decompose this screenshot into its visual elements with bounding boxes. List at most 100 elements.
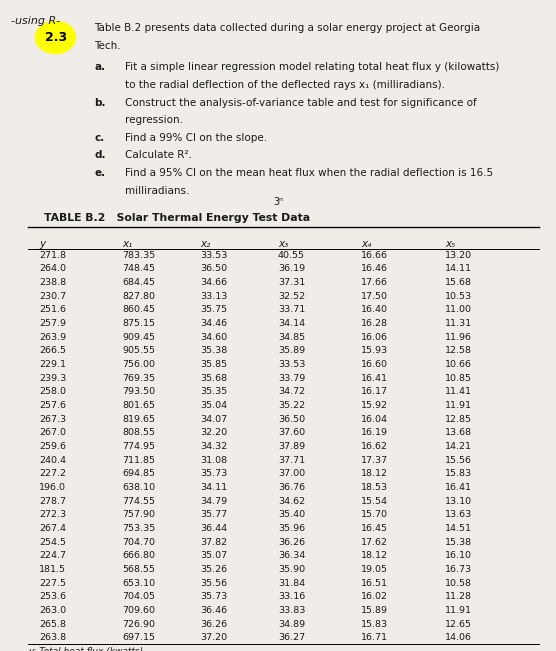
Text: 16.41: 16.41 [445, 483, 472, 492]
Text: 16.45: 16.45 [361, 524, 389, 533]
Text: 568.55: 568.55 [122, 565, 155, 574]
Text: 16.06: 16.06 [361, 333, 389, 342]
Text: 35.22: 35.22 [278, 401, 305, 410]
Text: 684.45: 684.45 [122, 278, 155, 287]
Text: 17.50: 17.50 [361, 292, 389, 301]
Text: 258.0: 258.0 [39, 387, 66, 396]
Text: 36.50: 36.50 [278, 415, 305, 424]
Text: 34.72: 34.72 [278, 387, 305, 396]
Text: 14.51: 14.51 [445, 524, 472, 533]
Text: Find a 95% CI on the mean heat flux when the radial deflection is 16.5: Find a 95% CI on the mean heat flux when… [125, 168, 493, 178]
Text: 15.54: 15.54 [361, 497, 389, 506]
Text: 10.66: 10.66 [445, 360, 472, 369]
Text: 227.2: 227.2 [39, 469, 66, 478]
Text: Find a 99% CI on the slope.: Find a 99% CI on the slope. [125, 133, 267, 143]
Text: 33.53: 33.53 [200, 251, 227, 260]
Text: 11.91: 11.91 [445, 401, 472, 410]
Text: 34.14: 34.14 [278, 319, 305, 328]
Text: 34.62: 34.62 [278, 497, 305, 506]
Text: 756.00: 756.00 [122, 360, 155, 369]
Text: 15.89: 15.89 [361, 606, 389, 615]
Text: 11.96: 11.96 [445, 333, 472, 342]
Text: 196.0: 196.0 [39, 483, 66, 492]
Text: 37.82: 37.82 [200, 538, 227, 547]
Text: d.: d. [95, 150, 106, 160]
Text: 32.20: 32.20 [200, 428, 227, 437]
Text: 10.53: 10.53 [445, 292, 472, 301]
Text: 726.90: 726.90 [122, 620, 155, 629]
Text: 36.34: 36.34 [278, 551, 305, 561]
Text: 36.19: 36.19 [278, 264, 305, 273]
Text: 33.13: 33.13 [200, 292, 227, 301]
Text: 33.53: 33.53 [278, 360, 305, 369]
Text: 13.68: 13.68 [445, 428, 472, 437]
Text: 35.96: 35.96 [278, 524, 305, 533]
Text: 827.80: 827.80 [122, 292, 155, 301]
Text: 666.80: 666.80 [122, 551, 155, 561]
Text: 34.32: 34.32 [200, 442, 227, 451]
Text: 36.26: 36.26 [278, 538, 305, 547]
Text: 35.73: 35.73 [200, 469, 227, 478]
Text: 14.21: 14.21 [445, 442, 472, 451]
Text: 12.85: 12.85 [445, 415, 472, 424]
Text: 14.06: 14.06 [445, 633, 472, 643]
Text: 181.5: 181.5 [39, 565, 66, 574]
Text: 35.04: 35.04 [200, 401, 227, 410]
Text: Tech.: Tech. [95, 41, 121, 51]
Text: 11.00: 11.00 [445, 305, 472, 314]
Text: y: y [39, 239, 45, 249]
Text: 909.45: 909.45 [122, 333, 155, 342]
Text: 37.71: 37.71 [278, 456, 305, 465]
Text: 774.55: 774.55 [122, 497, 155, 506]
Text: TABLE B.2   Solar Thermal Energy Test Data: TABLE B.2 Solar Thermal Energy Test Data [44, 213, 311, 223]
Text: Construct the analysis-of-variance table and test for significance of: Construct the analysis-of-variance table… [125, 98, 477, 107]
Text: 257.9: 257.9 [39, 319, 66, 328]
Text: x₄: x₄ [361, 239, 371, 249]
Text: 238.8: 238.8 [39, 278, 66, 287]
Text: 35.85: 35.85 [200, 360, 227, 369]
Text: 18.12: 18.12 [361, 469, 389, 478]
Text: 254.5: 254.5 [39, 538, 66, 547]
Text: to the radial deflection of the deflected rays x₁ (milliradians).: to the radial deflection of the deflecte… [125, 80, 445, 90]
Text: milliradians.: milliradians. [125, 186, 190, 195]
Text: 793.50: 793.50 [122, 387, 156, 396]
Text: 15.56: 15.56 [445, 456, 472, 465]
Text: 267.0: 267.0 [39, 428, 66, 437]
Text: 19.05: 19.05 [361, 565, 389, 574]
Text: a.: a. [95, 62, 106, 72]
Text: 13.20: 13.20 [445, 251, 472, 260]
Text: 17.37: 17.37 [361, 456, 389, 465]
Text: 239.3: 239.3 [39, 374, 66, 383]
Text: -using R-: -using R- [11, 16, 61, 26]
Text: 263.8: 263.8 [39, 633, 66, 643]
Text: 10.85: 10.85 [445, 374, 472, 383]
Text: 15.68: 15.68 [445, 278, 472, 287]
Text: 35.07: 35.07 [200, 551, 227, 561]
Text: x₃: x₃ [278, 239, 288, 249]
Text: 11.28: 11.28 [445, 592, 472, 602]
Text: 16.17: 16.17 [361, 387, 389, 396]
Text: 16.62: 16.62 [361, 442, 389, 451]
Text: 259.6: 259.6 [39, 442, 66, 451]
Text: 224.7: 224.7 [39, 551, 66, 561]
Text: 15.83: 15.83 [445, 469, 472, 478]
Text: 17.66: 17.66 [361, 278, 389, 287]
Text: 711.85: 711.85 [122, 456, 155, 465]
Text: 35.38: 35.38 [200, 346, 227, 355]
Text: 18.53: 18.53 [361, 483, 389, 492]
Text: 12.58: 12.58 [445, 346, 472, 355]
Text: 774.95: 774.95 [122, 442, 155, 451]
Text: 16.41: 16.41 [361, 374, 389, 383]
Text: 16.66: 16.66 [361, 251, 389, 260]
Text: 10.58: 10.58 [445, 579, 472, 588]
Text: 37.20: 37.20 [200, 633, 227, 643]
Text: 251.6: 251.6 [39, 305, 66, 314]
Text: 16.40: 16.40 [361, 305, 389, 314]
Text: 15.93: 15.93 [361, 346, 389, 355]
Text: x₂: x₂ [200, 239, 210, 249]
Text: 694.85: 694.85 [122, 469, 155, 478]
Text: 35.35: 35.35 [200, 387, 227, 396]
Text: 16.28: 16.28 [361, 319, 389, 328]
Text: 35.40: 35.40 [278, 510, 305, 519]
Text: Calculate R².: Calculate R². [125, 150, 192, 160]
